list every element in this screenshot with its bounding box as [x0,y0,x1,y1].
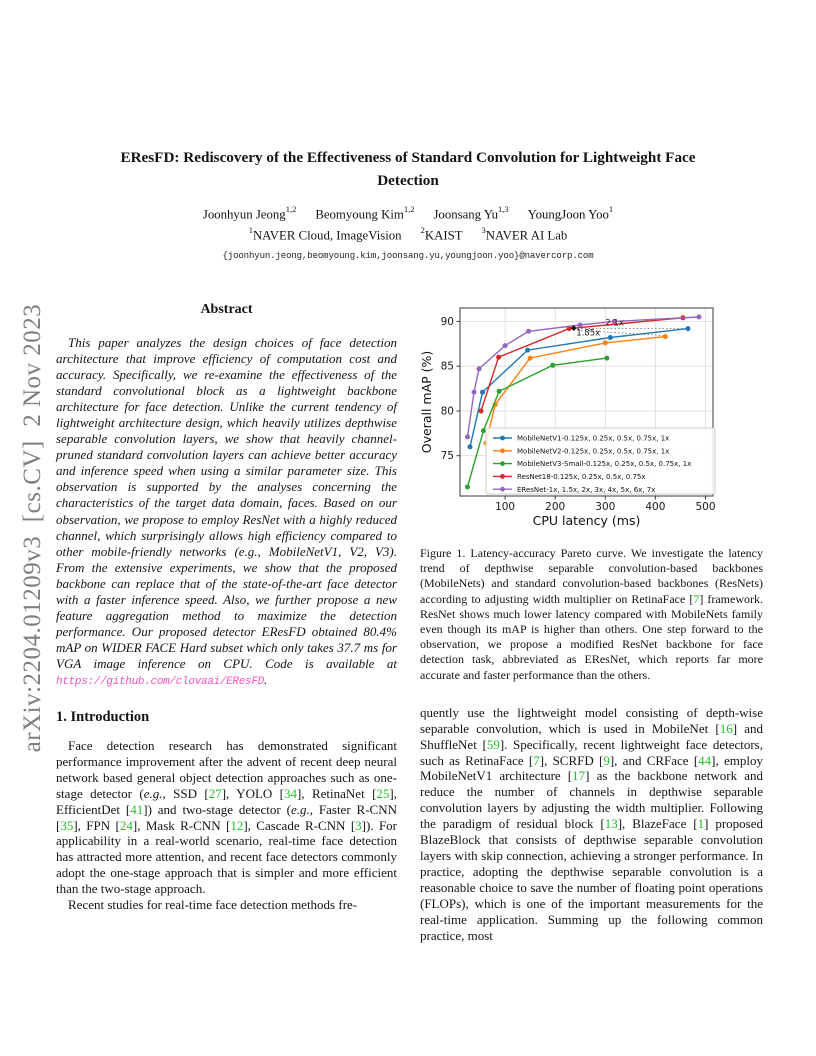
data-point [467,444,473,450]
x-tick-label: 200 [545,501,565,513]
paper-title: EResFD: Rediscovery of the Effectiveness… [120,149,696,189]
figure-1-caption: Figure 1. Latency-accuracy Pareto curve.… [420,546,763,682]
data-point [496,388,502,394]
data-point [480,389,485,395]
latency-accuracy-chart: 1.85x 2.1x 100 200 300 400 500 75 80 85 90 CPU late… [419,298,760,536]
intro-paragraph-2: Recent studies for real-time face detect… [68,897,358,913]
left-column: Abstract This paper analyzes the design … [56,302,397,913]
introduction-heading: 1. Introduction [56,709,150,726]
y-tick-label: 80 [441,406,454,418]
arxiv-watermark: arXiv:2204.01209v3 [cs.CV] 2 Nov 2023 [19,303,46,753]
x-tick-label: 500 [695,501,715,513]
y-tick-label: 75 [441,450,454,462]
data-point [696,314,702,320]
authors-line: Joonhyun Jeong1,2 Beomyoung Kim1,2 Joonsan… [202,204,614,222]
data-point [607,335,613,340]
figure-1: 1.85x 2.1x 100 200 300 400 500 75 80 85 90 CPU late… [419,298,763,683]
data-point [476,366,482,372]
speedup-annotation: 1.85x [576,328,600,338]
legend-label: MobileNetV2-0.125x, 0.25x, 0.5x, 0.75x, … [517,447,669,455]
legend-label: EResNet-1x, 1.5x, 2x, 3x, 4x, 5x, 6x, 7x [517,486,655,494]
abstract-heading: Abstract [200,302,253,317]
data-point [662,334,668,340]
legend-label: MobileNetV1-0.125x, 0.25x, 0.5x, 0.75x, … [517,435,669,443]
data-point [465,434,470,440]
data-point [478,408,484,414]
legend-label: ResNet18-0.125x, 0.25x, 0.5x, 0.75x [517,473,646,481]
x-tick-label: 300 [595,501,615,513]
data-point [496,354,502,360]
data-point [481,428,486,434]
series-line [480,317,683,412]
data-point [465,484,470,490]
legend-label: MobileNetV3-Small-0.125x, 0.25x, 0.5x, 0… [517,460,691,468]
affiliations-line: 1NAVER Cloud, ImageVision 2KAIST 3NAVER AI… [248,225,568,243]
byline-block: Joonhyun Jeong1,2 Beomyoung Kim1,2 Joonsan… [0,204,816,261]
x-tick-label: 100 [495,501,515,513]
y-tick-label: 90 [441,316,454,328]
chart-legend: MobileNetV1-0.125x, 0.25x, 0.5x, 0.75x, … [485,427,716,495]
series-line [485,335,666,444]
data-point [527,355,533,361]
right-column-paragraph: quently use the lightweight model consis… [420,704,763,943]
intro-paragraph-1: Face detection research has demonstrated… [56,738,398,897]
data-point [471,389,477,395]
data-point [604,355,610,361]
y-axis-label: Overall mAP (%) [420,351,434,454]
data-point [685,326,691,332]
x-tick-label: 400 [645,501,665,513]
data-point [502,343,508,349]
x-axis-label: CPU latency (ms) [533,513,641,528]
data-point [602,340,608,346]
github-link[interactable]: https://github.com/clovaai/EResFD [56,675,264,688]
abstract-paragraph: This paper analyzes the design choices o… [56,335,397,688]
pareto-chart-svg: 1.85x 2.1x 100 200 300 400 500 75 80 85 90 CPU late… [419,307,716,528]
data-point [611,318,617,324]
y-tick-label: 85 [441,361,454,373]
data-point [526,328,532,334]
data-point [577,322,583,328]
series-line [466,316,700,438]
contact-email: {joonhyun.jeong,beomyoung.kim,joonsang.y… [222,250,594,261]
data-point [525,347,531,353]
data-point [550,362,556,368]
data-point [566,326,572,332]
speedup-annotation: 2.1x [605,319,624,329]
right-column: 1.85x 2.1x 100 200 300 400 500 75 80 85 90 CPU late… [419,298,763,943]
